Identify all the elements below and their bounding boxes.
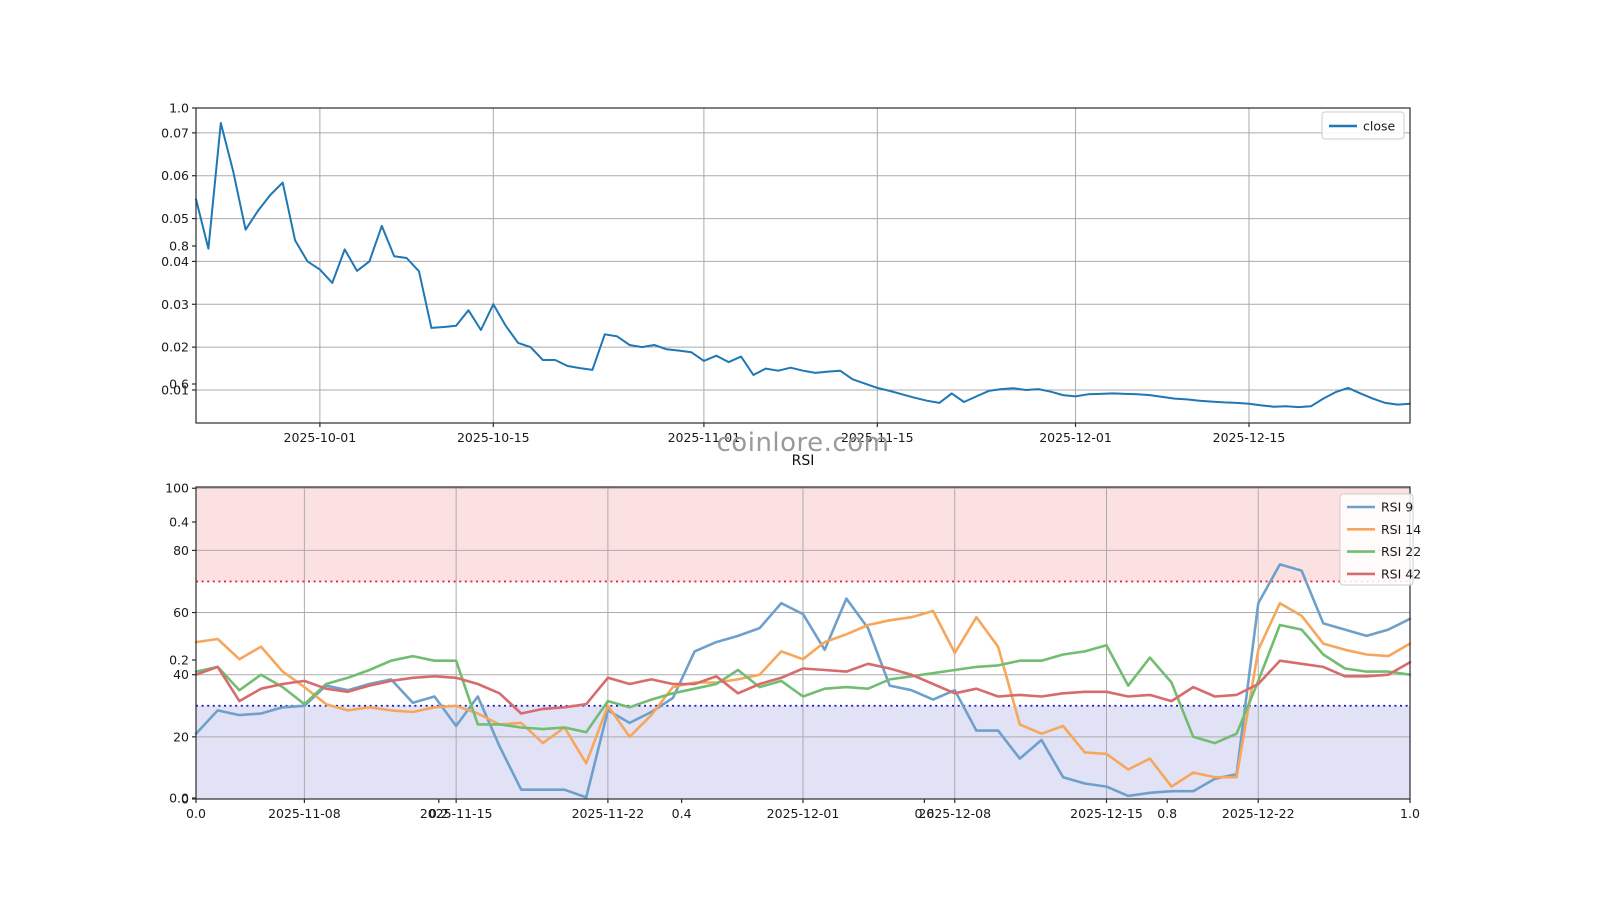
legend-label: close — [1363, 119, 1396, 134]
ghost-x-label: 1.0 — [1400, 806, 1420, 821]
grid — [196, 487, 1410, 800]
x-tick-label: 2025-11-08 — [268, 806, 341, 821]
price-chart: 0.07 0.06 0.05 0.04 0.03 0.02 0.01 2025-10-01 20… — [161, 107, 1411, 445]
y-tick-label: 100 — [165, 481, 189, 496]
rsi-42-line — [194, 659, 1412, 715]
y-tick-label: 0.07 — [161, 125, 189, 140]
axes-border — [195, 107, 1411, 424]
x-tick-label: 2025-11-01 — [668, 430, 741, 445]
y-tick-label: 0.04 — [161, 254, 189, 269]
x-tick-label: 2025-12-08 — [918, 806, 991, 821]
ghost-y-label: 0.4 — [169, 515, 189, 530]
ghost-y-label: 0.8 — [169, 239, 189, 254]
grid — [196, 108, 1410, 423]
rsi-22-line — [194, 623, 1412, 745]
x-tick-label: 2025-12-01 — [767, 806, 840, 821]
x-tick-label: 2025-11-22 — [572, 806, 645, 821]
y-tick-label: 80 — [173, 543, 189, 558]
rsi-9-line — [194, 563, 1412, 799]
x-tick-label: 2025-11-15 — [841, 430, 914, 445]
x-tick-label: 2025-12-01 — [1039, 430, 1112, 445]
y-tick-label: 60 — [173, 605, 189, 620]
y-tick-label: 0 — [181, 792, 189, 807]
ghost-y-label: 1.0 — [169, 101, 189, 116]
y-tick-label: 0.03 — [161, 297, 189, 312]
ghost-axis-labels: 1.0 0.8 0.6 0.4 0.2 0.00.0 0.2 0.4 0.6 0.8 1.0 — [169, 101, 1420, 822]
y-tick-label: 0.05 — [161, 211, 189, 226]
ghost-y-label: 0.0 — [169, 791, 189, 806]
ghost-x-label: 0.6 — [914, 806, 934, 821]
x-tick-label: 2025-12-22 — [1222, 806, 1295, 821]
legend-box — [1321, 111, 1405, 140]
ghost-x-label: 0.4 — [672, 806, 692, 821]
ghost-y-label: 0.2 — [169, 653, 189, 668]
rsi-chart: 100 80 60 40 20 0 2025-11-08 2025-11-15 2025-11-… — [165, 481, 1421, 821]
legend-label: RSI 42 — [1381, 566, 1421, 581]
price-legend: close — [1321, 111, 1405, 140]
x-tick-label: 2025-12-15 — [1213, 430, 1286, 445]
legend-label: RSI 14 — [1381, 522, 1421, 537]
tick-labels: 100 80 60 40 20 0 2025-11-08 2025-11-15 2025-11-… — [165, 481, 1294, 821]
legend-box — [1339, 493, 1414, 586]
rsi-14-line — [194, 601, 1412, 788]
legend-label: RSI 9 — [1381, 500, 1413, 515]
tick-labels: 0.07 0.06 0.05 0.04 0.03 0.02 0.01 2025-10-01 20… — [161, 125, 1285, 445]
legend-label: RSI 22 — [1381, 544, 1421, 559]
y-tick-label: 20 — [173, 729, 189, 744]
y-tick-label: 0.01 — [161, 383, 189, 398]
ghost-x-label: 0.0 — [186, 806, 206, 821]
x-tick-label: 2025-12-15 — [1070, 806, 1143, 821]
y-tick-label: 40 — [173, 667, 189, 682]
ghost-x-label: 0.8 — [1157, 806, 1177, 821]
x-tick-label: 2025-10-01 — [284, 430, 357, 445]
close-line — [195, 122, 1411, 409]
x-tick-label: 2025-11-15 — [420, 806, 493, 821]
x-tick-label: 2025-10-15 — [457, 430, 530, 445]
y-tick-label: 0.06 — [161, 168, 189, 183]
ghost-x-label: 0.2 — [429, 806, 449, 821]
ghost-y-label: 0.6 — [169, 377, 189, 392]
rsi-legend: RSI 9 RSI 14 RSI 22 RSI 42 — [1339, 493, 1421, 586]
y-tick-label: 0.02 — [161, 340, 189, 355]
